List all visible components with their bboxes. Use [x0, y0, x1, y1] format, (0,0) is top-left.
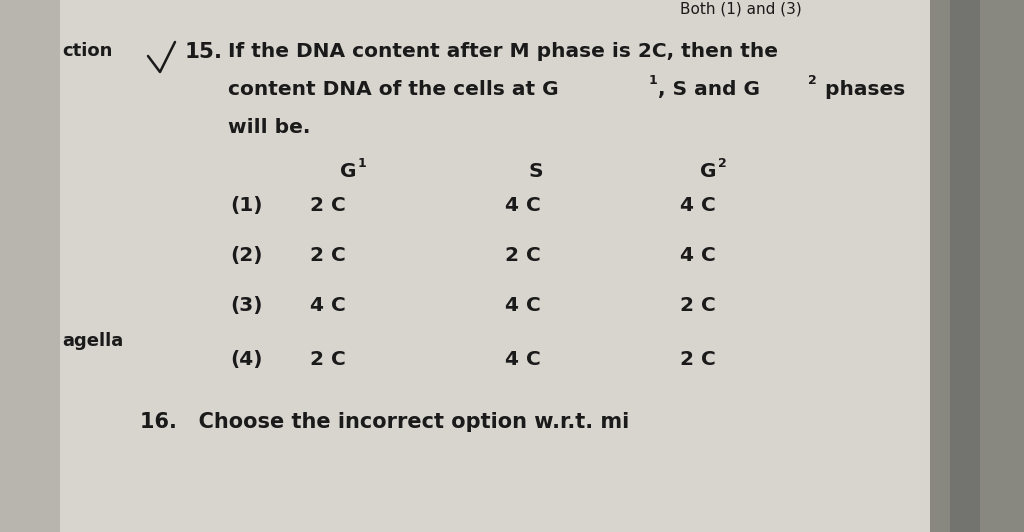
- Bar: [930, 0, 1024, 532]
- Text: ction: ction: [62, 42, 113, 60]
- Text: 1: 1: [358, 157, 367, 170]
- Text: 2 C: 2 C: [680, 350, 716, 369]
- Text: 2: 2: [718, 157, 727, 170]
- Text: will be.: will be.: [228, 118, 310, 137]
- Text: S: S: [528, 162, 543, 181]
- Text: 4 C: 4 C: [680, 196, 716, 215]
- Text: 15.: 15.: [185, 42, 223, 62]
- Text: agella: agella: [62, 332, 123, 350]
- Text: 4 C: 4 C: [680, 246, 716, 265]
- Text: 16.   Choose the incorrect option w.r.t. mi: 16. Choose the incorrect option w.r.t. m…: [140, 412, 630, 432]
- Text: (3): (3): [230, 296, 262, 315]
- Text: 4 C: 4 C: [505, 296, 541, 315]
- Text: 2 C: 2 C: [505, 246, 541, 265]
- Bar: [950, 0, 980, 532]
- Bar: [60, 0, 930, 532]
- Text: 2 C: 2 C: [310, 350, 346, 369]
- Text: 2 C: 2 C: [680, 296, 716, 315]
- Text: (2): (2): [230, 246, 262, 265]
- Text: G: G: [340, 162, 356, 181]
- Text: 2 C: 2 C: [310, 246, 346, 265]
- Text: (4): (4): [230, 350, 262, 369]
- Text: 1: 1: [649, 74, 657, 87]
- Text: If the DNA content after M phase is 2C, then the: If the DNA content after M phase is 2C, …: [228, 42, 778, 61]
- Text: Both (1) and (3): Both (1) and (3): [680, 2, 802, 17]
- Text: G: G: [700, 162, 717, 181]
- Text: 4 C: 4 C: [505, 196, 541, 215]
- Text: (1): (1): [230, 196, 262, 215]
- Text: , S and G: , S and G: [658, 80, 760, 99]
- Text: 4 C: 4 C: [505, 350, 541, 369]
- Text: 4 C: 4 C: [310, 296, 346, 315]
- Text: 2 C: 2 C: [310, 196, 346, 215]
- Text: content DNA of the cells at G: content DNA of the cells at G: [228, 80, 559, 99]
- Text: phases: phases: [818, 80, 905, 99]
- Text: 2: 2: [808, 74, 817, 87]
